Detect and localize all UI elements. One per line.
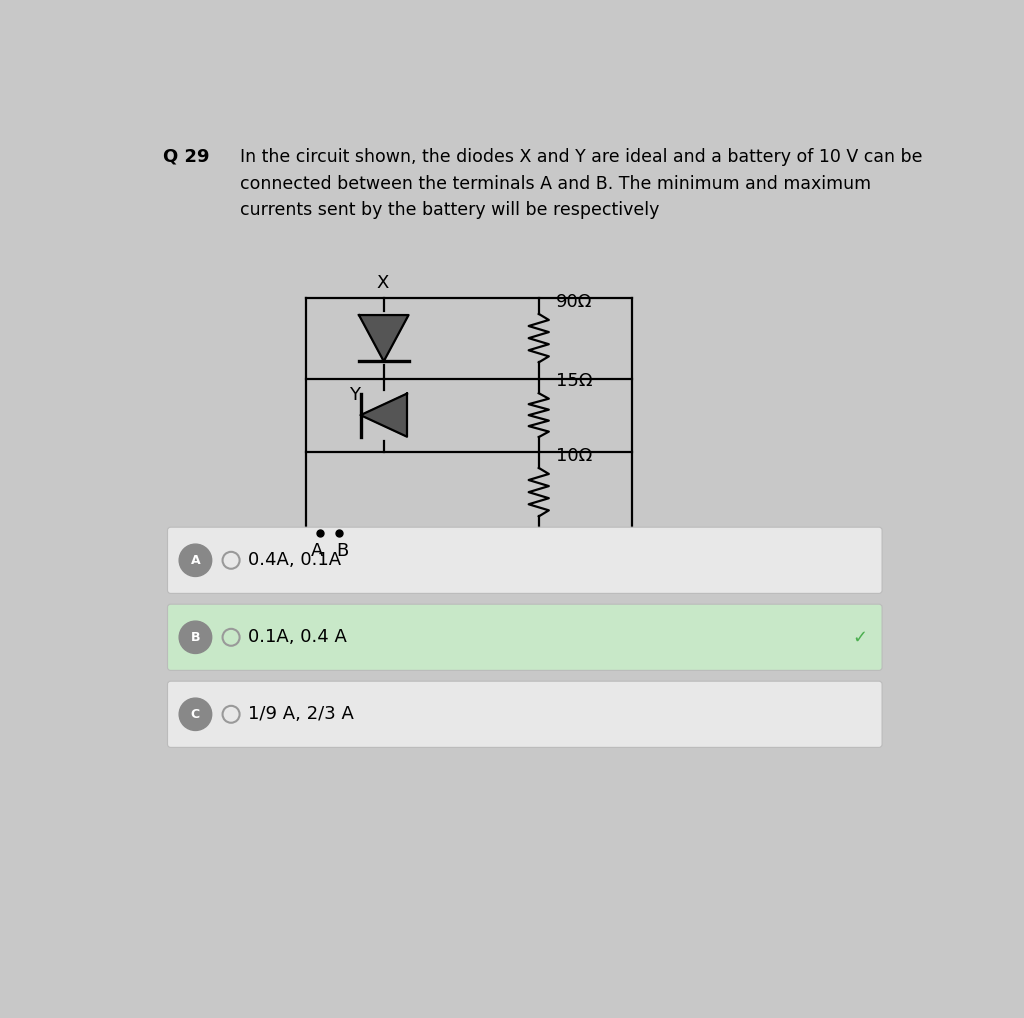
Text: Q 29: Q 29 [163, 148, 209, 166]
Text: 15Ω: 15Ω [556, 373, 592, 390]
Polygon shape [360, 394, 407, 437]
Text: In the circuit shown, the diodes X and Y are ideal and a battery of 10 V can be: In the circuit shown, the diodes X and Y… [241, 148, 923, 166]
Circle shape [179, 544, 212, 576]
Text: 0.1A, 0.4 A: 0.1A, 0.4 A [248, 628, 347, 646]
Text: A: A [311, 542, 324, 560]
Circle shape [179, 698, 212, 731]
Text: 10Ω: 10Ω [556, 447, 592, 465]
Text: ✓: ✓ [852, 628, 867, 646]
FancyBboxPatch shape [168, 681, 882, 747]
Text: connected between the terminals A and B. The minimum and maximum: connected between the terminals A and B.… [241, 174, 871, 192]
FancyBboxPatch shape [168, 604, 882, 671]
Text: C: C [190, 708, 200, 721]
Text: Y: Y [349, 386, 359, 404]
FancyBboxPatch shape [168, 527, 882, 593]
Circle shape [179, 621, 212, 654]
Text: B: B [336, 542, 348, 560]
Text: 90Ω: 90Ω [556, 293, 592, 310]
Polygon shape [359, 315, 409, 361]
Text: 1/9 A, 2/3 A: 1/9 A, 2/3 A [248, 705, 354, 724]
Text: currents sent by the battery will be respectively: currents sent by the battery will be res… [241, 202, 659, 220]
Text: X: X [376, 274, 388, 292]
Text: B: B [190, 631, 200, 643]
Text: 0.4A, 0.1A: 0.4A, 0.1A [248, 552, 341, 569]
Text: A: A [190, 554, 201, 567]
